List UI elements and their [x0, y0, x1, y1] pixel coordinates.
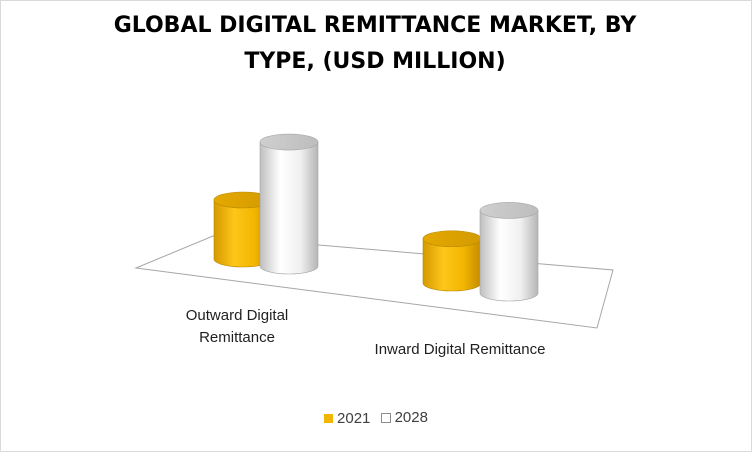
- bar-top: [259, 133, 319, 151]
- category-label-line: Inward Digital Remittance: [375, 341, 546, 358]
- chart-title-line-2: TYPE, (USD MILLION): [244, 49, 506, 74]
- chart-title-line-1: GLOBAL DIGITAL REMITTANCE MARKET, BY: [113, 13, 637, 38]
- category-label-line: Remittance: [199, 329, 275, 346]
- legend-label-2028: 2028: [394, 409, 428, 426]
- bar-2028-1: [479, 202, 539, 302]
- bar-top: [422, 230, 482, 248]
- chart-title: GLOBAL DIGITAL REMITTANCE MARKET, BY TYP…: [60, 8, 690, 80]
- bar-2021-1: [422, 230, 482, 292]
- legend-item-2028: 2028: [380, 409, 428, 426]
- bar-top: [479, 202, 539, 219]
- legend-item-2021: 2021: [324, 410, 370, 427]
- category-label-0: Outward Digital Remittance: [186, 307, 289, 346]
- legend: 2021 2028: [0, 409, 752, 427]
- bar-2021-0: [213, 191, 273, 268]
- category-label-1: Inward Digital Remittance: [375, 341, 546, 358]
- bar-body: [259, 141, 319, 275]
- legend-label-2021: 2021: [337, 409, 371, 427]
- legend-swatch-2028: [380, 412, 391, 423]
- category-label-line: Outward Digital: [186, 307, 289, 324]
- bar-2028-0: [259, 133, 319, 275]
- bar-body: [479, 210, 539, 302]
- legend-swatch-2021: [324, 413, 334, 423]
